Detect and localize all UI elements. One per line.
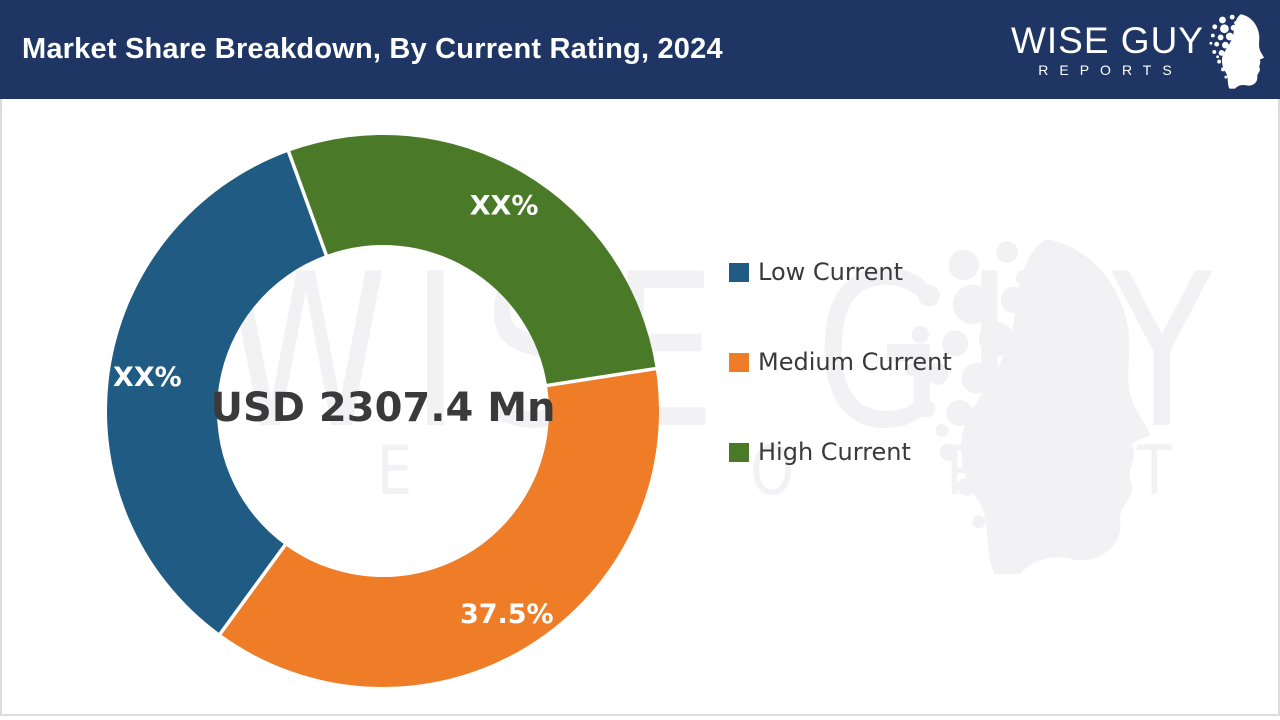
legend-item-high-current: High Current — [729, 438, 952, 466]
donut-segment-label: 37.5% — [460, 599, 554, 630]
page-title: Market Share Breakdown, By Current Ratin… — [22, 33, 723, 65]
segment-separator — [286, 150, 329, 258]
donut-segment-low-current — [107, 151, 327, 634]
segment-separator — [218, 542, 288, 636]
watermark-face-icon — [905, 239, 1151, 574]
legend-swatch — [729, 262, 749, 282]
brand-logo-name: WISE GUY — [1010, 20, 1204, 61]
legend-item-medium-current: Medium Current — [729, 348, 952, 376]
brand-logo: WISE GUY REPORTS — [1011, 0, 1266, 99]
legend-item-low-current: Low Current — [729, 258, 952, 286]
donut-segment-label: XX% — [113, 362, 182, 393]
legend-label: Medium Current — [758, 348, 952, 376]
header-bar: Market Share Breakdown, By Current Ratin… — [0, 0, 1280, 99]
donut-segment-medium-current — [220, 368, 659, 687]
legend-swatch — [729, 442, 749, 462]
brand-logo-face-icon — [1209, 13, 1265, 89]
legend-label: Low Current — [758, 258, 904, 286]
chart-center-value: USD 2307.4 Mn — [210, 385, 556, 431]
legend-label: High Current — [758, 438, 911, 466]
legend-swatch — [729, 352, 749, 372]
donut-segment-high-current — [288, 135, 656, 386]
brand-logo-subtitle: REPORTS — [1038, 62, 1183, 78]
donut-segment-label: XX% — [470, 191, 539, 222]
segment-separator — [544, 366, 657, 388]
chart-legend: Low Current Medium Current High Current — [729, 258, 952, 528]
